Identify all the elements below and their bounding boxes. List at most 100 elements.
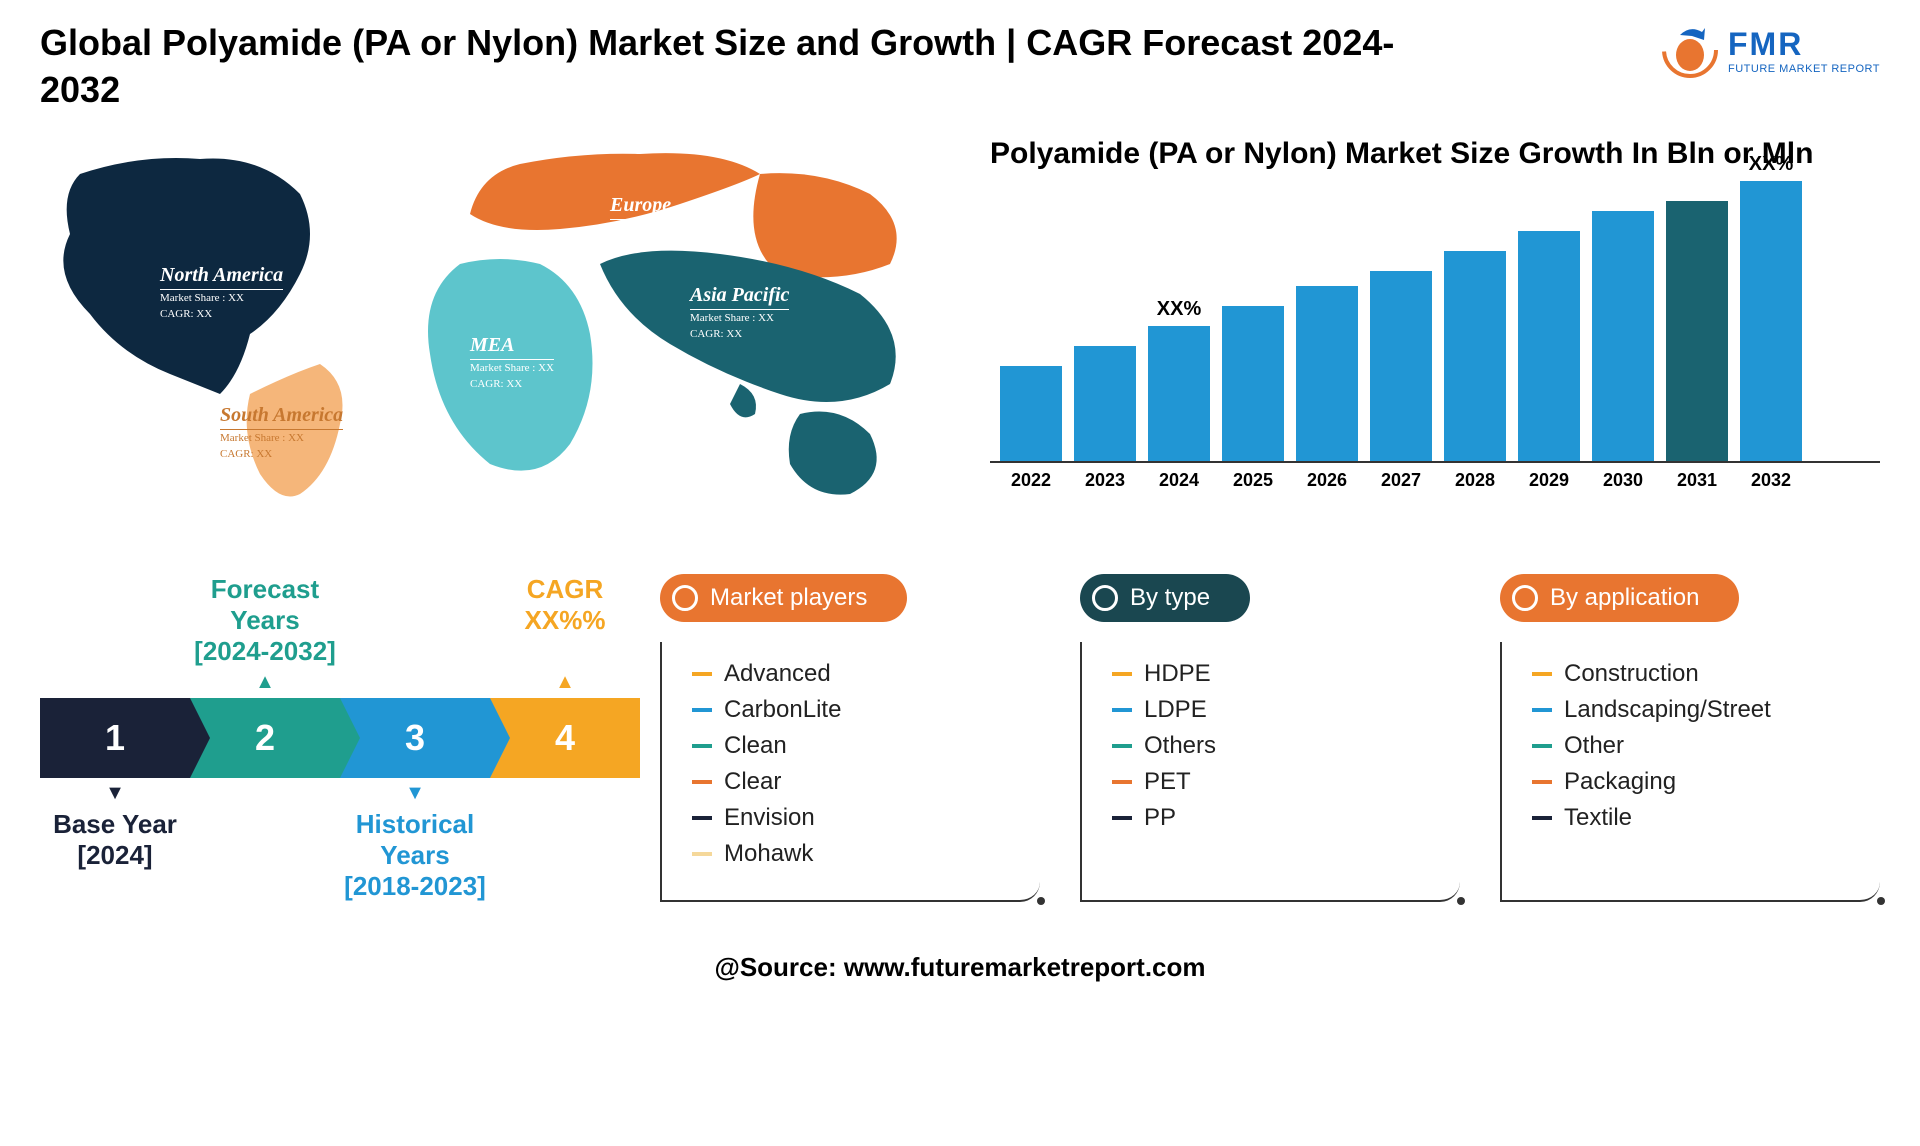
list-item-label: PP [1144, 804, 1176, 832]
map-svg [40, 134, 960, 514]
bar [1074, 346, 1136, 461]
list-item: LDPE [1112, 696, 1450, 724]
list-item: Textile [1532, 804, 1870, 832]
bullet-icon [692, 780, 712, 784]
timeline-label-top: Forecast Years[2024-2032] [190, 574, 340, 667]
list-item-label: Textile [1564, 804, 1632, 832]
region-share: Market Share : XX [160, 289, 283, 304]
list-item: CarbonLite [692, 696, 1030, 724]
timeline-segment: 1 [40, 698, 190, 778]
timeline-label-bottom: Base Year[2024] [40, 809, 190, 902]
logo: FMR FUTURE MARKET REPORT [1660, 20, 1880, 80]
bullet-icon [1532, 780, 1552, 784]
bullet-icon [692, 816, 712, 820]
bullet-icon [1532, 744, 1552, 748]
list-item: Envision [692, 804, 1030, 832]
bar [1666, 201, 1728, 461]
bar-column: 2032XX% [1740, 181, 1802, 461]
bullet-icon [692, 708, 712, 712]
bullet-icon [1112, 780, 1132, 784]
region-share: Market Share : XX [220, 429, 343, 444]
bar [1444, 251, 1506, 461]
triangle-up-icon: ▲ [190, 671, 340, 694]
list-item-label: Envision [724, 804, 815, 832]
triangle-down-icon: ▼ [340, 782, 490, 805]
bullet-icon [1532, 672, 1552, 676]
chevron-right-icon [340, 698, 360, 778]
region-name: Europe [610, 194, 694, 217]
region-share: Market Share : XX [690, 309, 789, 324]
region-cagr: CAGR: XX [220, 446, 343, 460]
list-item-label: Others [1144, 732, 1216, 760]
region-name: South America [220, 404, 343, 427]
region-name: Asia Pacific [690, 284, 789, 307]
category-list: AdvancedCarbonLiteCleanClearEnvisionMoha… [660, 642, 1040, 902]
bar-column: 2024XX% [1148, 326, 1210, 461]
bar-year-label: 2024 [1159, 470, 1199, 491]
list-item: Construction [1532, 660, 1870, 688]
bar [1592, 211, 1654, 461]
logo-text: FMR FUTURE MARKET REPORT [1728, 26, 1880, 75]
globe-icon [1660, 20, 1720, 80]
category-header: By application [1500, 574, 1739, 622]
map-region-label: Asia Pacific Market Share : XX CAGR: XX [690, 284, 789, 340]
bullet-icon [692, 852, 712, 856]
list-item-label: Mohawk [724, 840, 813, 868]
bar-annotation: XX% [1749, 153, 1793, 176]
list-item: PP [1112, 804, 1450, 832]
triangle-up-icon [340, 671, 490, 694]
world-map: North America Market Share : XX CAGR: XX… [40, 134, 960, 514]
bar-year-label: 2031 [1677, 470, 1717, 491]
bar-column: 2026 [1296, 286, 1358, 461]
triangle-up-icon: ▲ [490, 671, 640, 694]
bar [1222, 306, 1284, 461]
map-region-label: MEA Market Share : XX CAGR: XX [470, 334, 554, 390]
region-name: North America [160, 264, 283, 287]
list-item-label: Other [1564, 732, 1624, 760]
bullet-icon [1532, 816, 1552, 820]
bar-year-label: 2028 [1455, 470, 1495, 491]
map-region-label: South America Market Share : XX CAGR: XX [220, 404, 343, 460]
timeline-label-bottom [490, 809, 640, 902]
map-region-label: North America Market Share : XX CAGR: XX [160, 264, 283, 320]
region-cagr: CAGR: XX [690, 326, 789, 340]
category-box: By typeHDPELDPEOthersPETPP [1080, 574, 1460, 902]
region-cagr: CAGR: XX [160, 306, 283, 320]
timeline-bar: 1234 [40, 698, 640, 778]
timeline-labels-top: Forecast Years[2024-2032] CAGR XX%% [40, 574, 640, 667]
bar-column: 2025 [1222, 306, 1284, 461]
bar-chart-section: Polyamide (PA or Nylon) Market Size Grow… [990, 134, 1880, 514]
logo-abbr: FMR [1728, 26, 1880, 63]
bullet-icon [1532, 708, 1552, 712]
bars-area: 202220232024XX%2025202620272028202920302… [990, 183, 1880, 463]
triangle-up-icon [40, 671, 190, 694]
list-item: PET [1112, 768, 1450, 796]
timeline-label-top: CAGR XX%% [490, 574, 640, 667]
bullet-icon [1112, 816, 1132, 820]
bar-column: 2022 [1000, 366, 1062, 461]
list-item: Other [1532, 732, 1870, 760]
bar-year-label: 2030 [1603, 470, 1643, 491]
list-item: Advanced [692, 660, 1030, 688]
chevron-right-icon [490, 698, 510, 778]
category-list: ConstructionLandscaping/StreetOtherPacka… [1500, 642, 1880, 902]
bar-annotation: XX% [1157, 298, 1201, 321]
list-item: Landscaping/Street [1532, 696, 1870, 724]
bar-column: 2023 [1074, 346, 1136, 461]
list-item: Clean [692, 732, 1030, 760]
bar-year-label: 2023 [1085, 470, 1125, 491]
header: Global Polyamide (PA or Nylon) Market Si… [40, 20, 1880, 114]
list-item: Mohawk [692, 840, 1030, 868]
timeline-label-top [340, 574, 490, 667]
bar [1000, 366, 1062, 461]
bar-year-label: 2029 [1529, 470, 1569, 491]
bottom-row: Forecast Years[2024-2032]CAGR XX%% ▲▲ 12… [40, 574, 1880, 902]
timeline-label-bottom: Historical Years[2018-2023] [340, 809, 490, 902]
list-item-label: HDPE [1144, 660, 1211, 688]
list-item-label: Advanced [724, 660, 831, 688]
page-title: Global Polyamide (PA or Nylon) Market Si… [40, 20, 1440, 114]
region-cagr: CAGR: XX [470, 376, 554, 390]
list-item-label: CarbonLite [724, 696, 841, 724]
timeline-arrows-top: ▲▲ [40, 671, 640, 694]
category-header: Market players [660, 574, 907, 622]
